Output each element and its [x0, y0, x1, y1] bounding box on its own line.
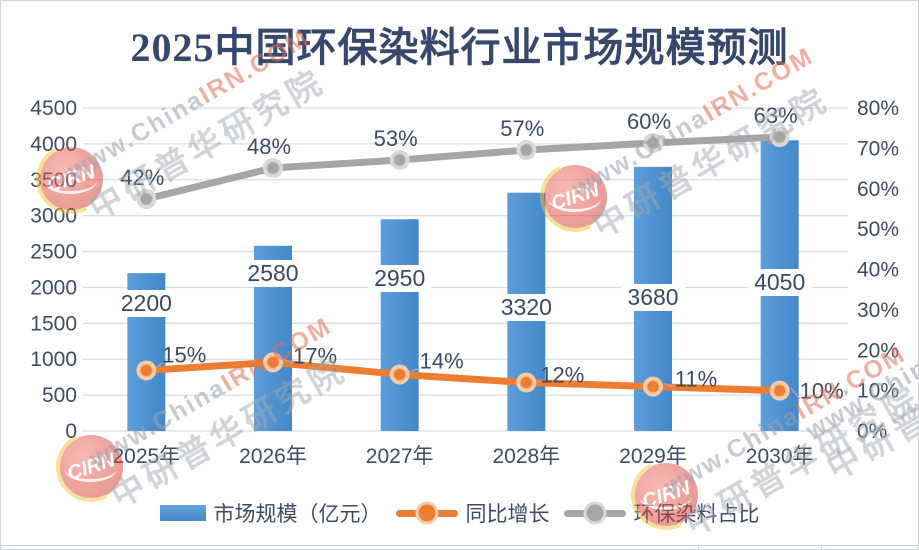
share-value-label: 53% — [374, 126, 418, 151]
right-axis-tick: 60% — [857, 178, 899, 201]
right-axis-tick: 20% — [857, 339, 899, 362]
share-value-label: 42% — [120, 165, 164, 190]
label-leader-line — [283, 358, 294, 364]
bar-value-label: 2200 — [121, 290, 172, 316]
left-axis-tick: 4500 — [30, 97, 77, 120]
sheet-grid-tick — [821, 545, 822, 549]
label-leader-line — [410, 367, 420, 373]
yoy-line-swatch — [395, 504, 458, 522]
left-axis-tick: 1000 — [30, 348, 77, 371]
right-axis-tick: 30% — [857, 299, 899, 322]
share-value-label: 57% — [500, 116, 544, 141]
yoy-marker — [519, 376, 533, 390]
bar-value-label: 3680 — [627, 284, 678, 310]
legend-item-market-size: 市场规模（亿元） — [159, 498, 382, 528]
label-leader-line — [663, 383, 675, 388]
share-marker-swatch — [586, 504, 603, 522]
legend-label: 同比增长 — [465, 503, 550, 526]
bar-value-label-bg — [494, 294, 559, 321]
share-marker — [773, 130, 787, 144]
cirn-logo-watermark: CIRN — [543, 165, 607, 229]
share-marker — [266, 161, 280, 175]
yoy-value-label: 10% — [800, 379, 844, 404]
yoy-value-label: 17% — [293, 343, 337, 368]
bar-value-label: 3320 — [501, 294, 552, 320]
cirn-logo-watermark: CIRN — [634, 463, 698, 527]
yoy-marker — [773, 384, 787, 398]
x-axis-label: 2026年 — [239, 445, 307, 468]
legend-label: 市场规模（亿元） — [213, 503, 382, 526]
legend-item-yoy-growth: 同比增长 — [395, 498, 550, 528]
x-axis-label: 2028年 — [492, 445, 560, 468]
x-axis-label: 2025年 — [112, 445, 180, 468]
chart-title: 2025中国环保染料行业市场规模预测 — [130, 25, 789, 70]
yoy-value-label: 12% — [540, 363, 584, 388]
sheet-grid-line — [1, 545, 918, 546]
share-line — [142, 133, 784, 203]
x-axis-label: 2027年 — [366, 445, 434, 468]
right-axis-tick: 80% — [857, 97, 899, 120]
share-marker — [139, 192, 153, 206]
left-axis-tick: 2500 — [30, 241, 77, 264]
label-leader-line — [790, 387, 801, 400]
right-axis-tick: 10% — [857, 380, 899, 403]
cirn-logo-watermark: CIRN — [39, 147, 103, 211]
yoy-value-label: 15% — [162, 342, 206, 367]
share-value-label: 48% — [247, 134, 291, 159]
share-value-label: 63% — [754, 103, 798, 128]
share-marker — [519, 143, 533, 157]
left-axis-tick: 2000 — [30, 276, 77, 299]
share-value-label: 60% — [627, 109, 671, 134]
yoy-marker — [139, 363, 153, 377]
left-axis-tick: 1500 — [30, 312, 77, 335]
share-marker — [393, 153, 407, 167]
right-axis-tick: 40% — [857, 259, 899, 282]
bar-series-swatch — [159, 505, 206, 521]
bar-value-label-bg — [747, 269, 812, 296]
label-leader-line — [156, 362, 163, 368]
yoy-marker — [646, 380, 660, 394]
bar-value-label-bg — [241, 260, 305, 287]
bar-value-label: 2580 — [247, 260, 298, 286]
legend: 市场规模（亿元） 同比增长 环保染料占比 — [1, 498, 918, 528]
bar — [380, 219, 419, 431]
bar-value-label-bg — [621, 284, 685, 311]
bar-value-label: 4050 — [754, 269, 805, 295]
share-line-swatch — [563, 504, 626, 522]
share-marker — [646, 136, 660, 150]
bar-value-label-bg — [367, 265, 432, 292]
yoy-marker — [266, 355, 280, 369]
yoy-value-label: 14% — [420, 348, 464, 373]
cirn-logo-watermark: CIRN — [59, 435, 123, 499]
x-axis-label: 2030年 — [746, 445, 814, 468]
label-leader-line — [536, 379, 541, 383]
yoy-marker — [393, 367, 407, 381]
left-axis-tick: 500 — [42, 384, 77, 407]
right-axis-tick: 50% — [857, 218, 899, 241]
yoy-value-label: 11% — [675, 367, 717, 392]
yoy-line — [142, 358, 784, 395]
right-axis-tick: 70% — [857, 137, 899, 160]
left-axis-tick: 0 — [65, 420, 77, 443]
bar-value-label: 2950 — [374, 265, 425, 291]
bar-value-label-bg — [114, 290, 179, 317]
yoy-marker-swatch — [418, 504, 435, 522]
right-axis-tick: 0% — [857, 420, 887, 443]
sheet-grid-tick — [698, 545, 699, 549]
